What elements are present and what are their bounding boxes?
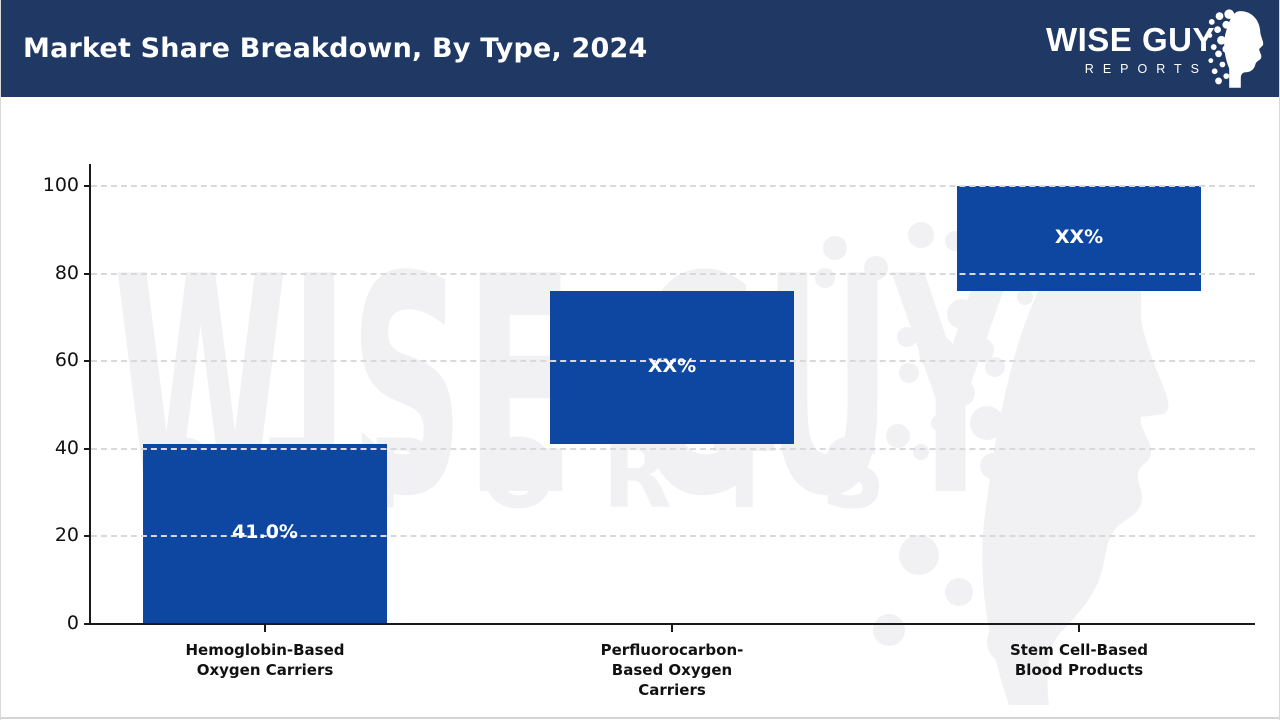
gridline: [91, 447, 1255, 450]
y-tick-label: 100: [42, 174, 79, 196]
page-title: Market Share Breakdown, By Type, 2024: [23, 33, 648, 64]
bar-segment: [550, 291, 794, 445]
watermark-face-profile-icon: [815, 222, 1169, 705]
wise-guy-logo: WISE GUY REPORTS: [1033, 6, 1265, 92]
y-tick-mark: [84, 447, 90, 450]
bar-value-label: 41.0%: [232, 521, 298, 544]
gridline: [91, 535, 1255, 538]
face-profile-dots-icon: [1207, 9, 1264, 88]
bar-segment: [143, 444, 387, 624]
bar-value-label: XX%: [1054, 225, 1104, 248]
y-tick-label: 0: [66, 612, 79, 634]
category-label: Perfluorocarbon- Based Oxygen Carriers: [600, 641, 744, 699]
footer-divider: [1, 717, 1279, 719]
gridline: [91, 360, 1255, 363]
category-label: Hemoglobin-Based Oxygen Carriers: [185, 641, 345, 679]
y-tick-label: 40: [54, 436, 79, 459]
y-tick-label: 80: [54, 261, 79, 284]
gridline: [91, 272, 1255, 275]
y-tick-mark: [84, 185, 90, 187]
x-tick-mark: [1078, 624, 1080, 632]
y-tick-mark: [84, 360, 90, 363]
x-tick-mark: [264, 624, 266, 632]
category-label: Stem Cell-Based Blood Products: [1009, 641, 1149, 679]
logo-sub-text: REPORTS: [1084, 62, 1208, 76]
bar-value-label: XX%: [647, 354, 697, 377]
y-tick-label: 20: [54, 524, 79, 547]
y-axis-spine: [89, 164, 91, 625]
gridline: [91, 185, 1255, 187]
logo-name-text: WISE GUY: [1045, 21, 1215, 58]
y-tick-mark: [84, 623, 90, 625]
y-tick-mark: [84, 535, 90, 538]
header-bar: Market Share Breakdown, By Type, 2024 WI…: [1, 0, 1279, 97]
x-tick-mark: [671, 624, 673, 632]
y-tick-label: 60: [54, 349, 79, 372]
y-tick-mark: [84, 272, 90, 275]
